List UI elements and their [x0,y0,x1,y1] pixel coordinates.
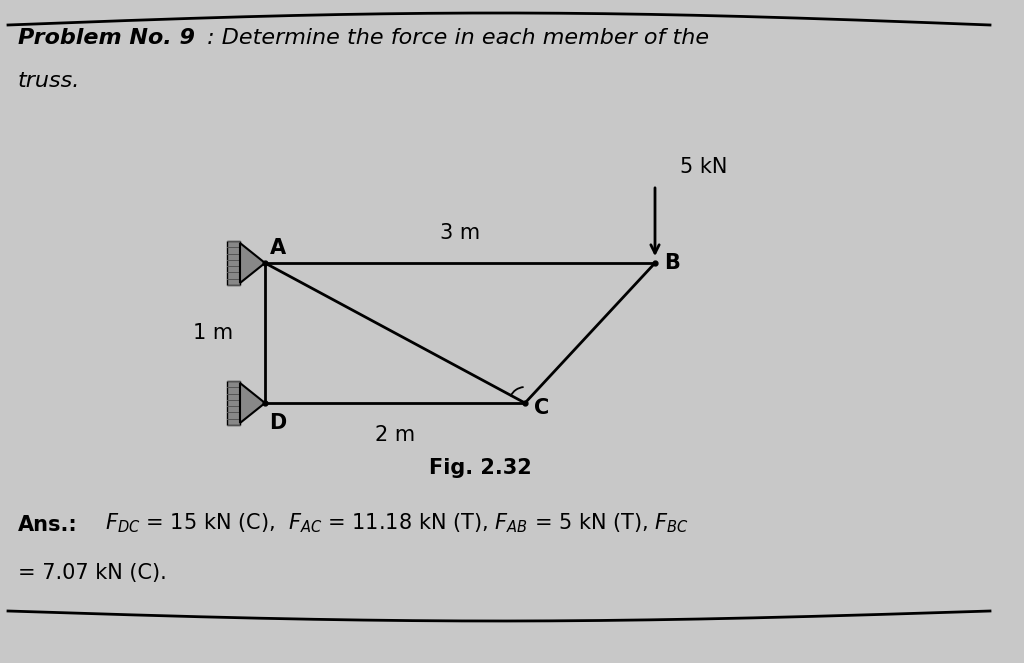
Text: = 7.07 kN (C).: = 7.07 kN (C). [18,563,167,583]
Polygon shape [240,383,265,423]
Polygon shape [227,381,240,425]
Text: C: C [535,398,550,418]
Text: A: A [270,238,286,258]
Polygon shape [227,241,240,285]
Text: 2 m: 2 m [375,425,415,445]
Text: $F_{DC}$ = 15 kN (C),  $F_{AC}$ = 11.18 kN (T), $F_{AB}$ = 5 kN (T), $F_{BC}$: $F_{DC}$ = 15 kN (C), $F_{AC}$ = 11.18 k… [105,511,689,535]
Text: B: B [664,253,680,273]
Text: 1 m: 1 m [193,323,233,343]
Text: Fig. 2.32: Fig. 2.32 [429,458,531,478]
Text: 5 kN: 5 kN [680,157,727,177]
Text: truss.: truss. [18,71,80,91]
Text: : Determine the force in each member of the: : Determine the force in each member of … [200,28,710,48]
Text: Problem No. 9: Problem No. 9 [18,28,195,48]
Text: Ans.:: Ans.: [18,515,78,535]
Polygon shape [240,243,265,283]
Text: D: D [269,413,287,433]
Text: 3 m: 3 m [440,223,480,243]
